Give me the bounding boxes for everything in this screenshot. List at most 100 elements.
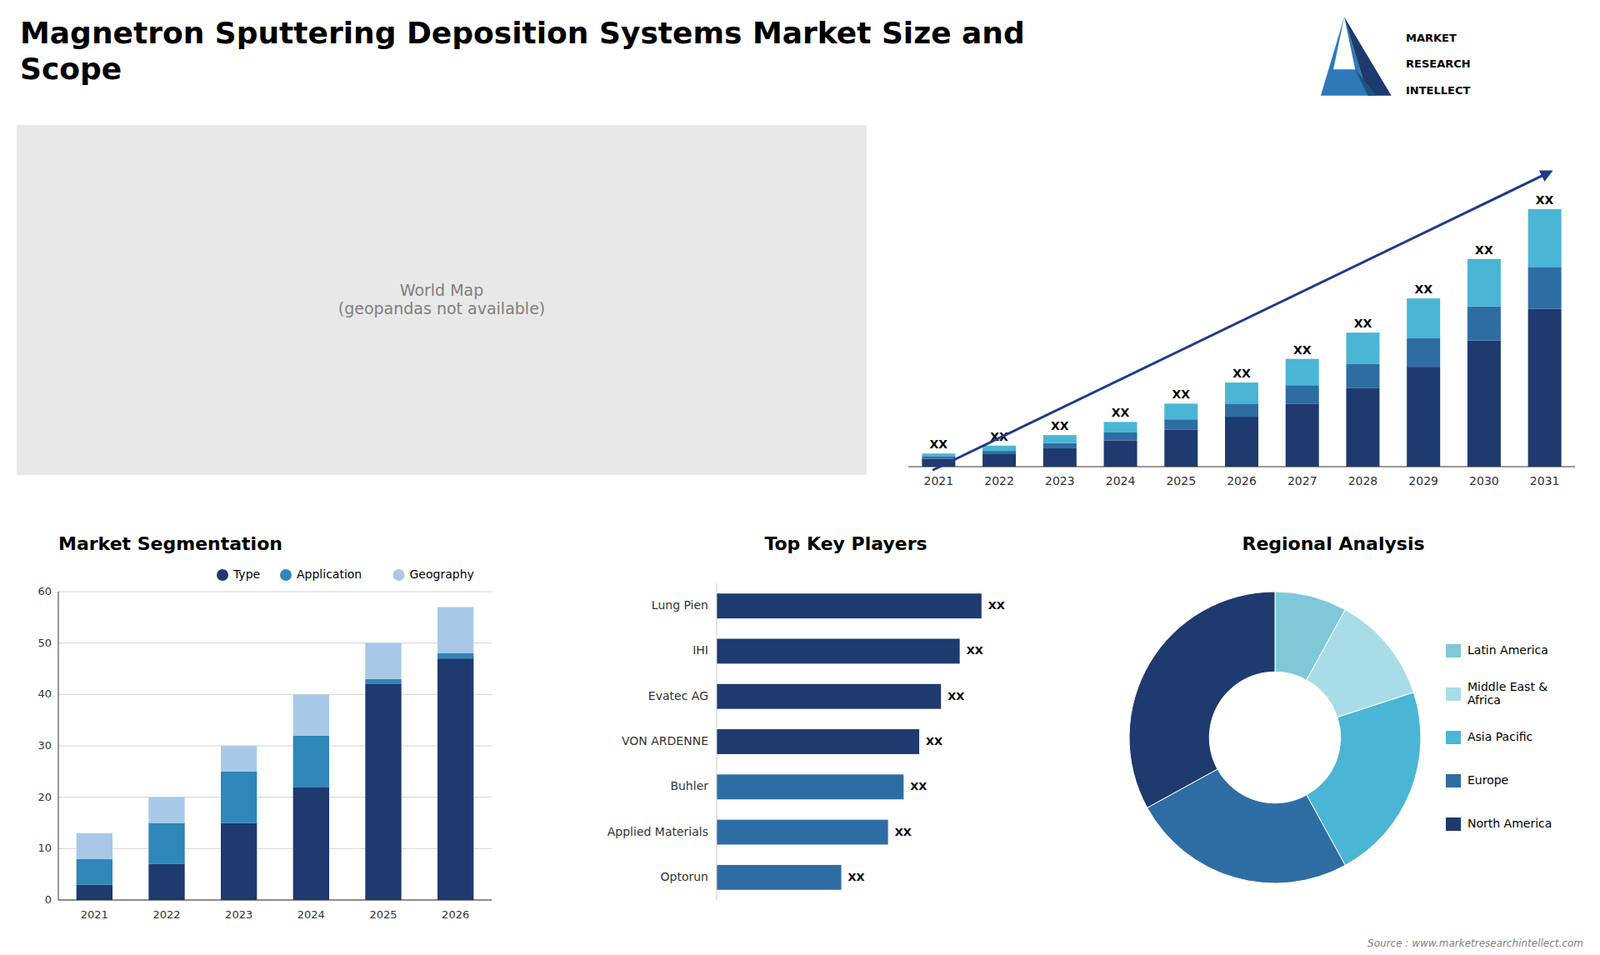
legend-label: Application [296,567,362,581]
y-tick-label-line: 60 [37,585,52,598]
data-label: XX [1293,343,1312,357]
title-line: Magnetron Sputtering Deposition Systems … [20,15,1025,50]
donut-slice [1129,591,1275,808]
chart-title-line: Regional Analysis [1241,533,1425,555]
legend-label-line: Application [296,567,362,581]
x-tick-label-line: 2024 [297,908,325,921]
bar-segment [76,833,113,860]
logo-text-line: INTELLECT [1405,83,1470,96]
x-tick-label-line: 2023 [225,908,253,921]
bar-segment [220,745,257,772]
legend-label-line: Asia Pacific [1467,730,1533,744]
data-label-line: XX [930,437,949,451]
legend-swatch [393,569,405,581]
chart-title-line: Market Segmentation [58,533,283,555]
y-tick-label: 50 [37,635,52,649]
bar-segment [1164,403,1198,420]
x-tick-label: 2023 [1045,474,1075,488]
x-tick-label: 2021 [924,474,955,488]
bar-segment [1345,332,1380,365]
y-tick-label: 30 [37,739,52,752]
logo-shape [1355,69,1377,96]
legend-label-line: Type [232,567,260,581]
data-label-line: XX [910,780,927,793]
bar-segment [1285,359,1320,386]
bar-segment [1225,382,1259,404]
y-tick-label: Buhler [670,779,709,793]
y-tick-label: 10 [37,841,52,855]
bar-segment [76,885,113,901]
bar-segment [148,797,185,824]
bar-segment [982,450,1016,454]
data-label-line: XX [1293,343,1312,357]
data-label: XX [895,825,912,838]
bar-segment [1528,209,1562,267]
source-text-line: Source : www.marketresearchintellect.com [1367,937,1584,950]
y-tick-label-line: Lung Pien [651,598,709,612]
logo-shape [1333,16,1355,70]
grid-line [58,796,492,798]
bar-segment [921,453,955,456]
grid-line [58,848,492,850]
x-tick-label: 2026 [1226,474,1257,488]
y-tick-label: Optorun [660,870,709,884]
y-tick-label: 20 [37,790,52,803]
y-axis-line [58,591,60,900]
x-tick-label-line: 2030 [1469,474,1500,488]
legend-swatch [1445,687,1461,701]
data-label-line: XX [1475,243,1494,257]
legend-label-line: Geography [410,567,475,581]
y-tick-label: 60 [37,585,52,598]
bar-segment [982,445,1016,451]
data-label: XX [1354,316,1373,330]
data-label: XX [930,437,949,451]
data-label: XX [966,644,984,657]
grid-line [58,900,492,901]
bar-segment [293,786,330,900]
bar-segment [1104,440,1138,467]
y-tick-label-line: Applied Materials [607,825,709,839]
data-label-line: XX [1535,193,1555,207]
bar-segment [1164,419,1198,430]
data-label: XX [925,735,943,748]
bar-segment [76,859,113,885]
data-label: XX [1171,387,1190,401]
bar [716,684,941,710]
y-tick-label: 40 [37,687,52,700]
map-placeholder-text: World Map(geopandas not available) [338,280,546,318]
x-tick-label: 2024 [297,908,325,921]
y-tick-label: VON ARDENNE [621,734,709,748]
y-tick-label: IHI [692,643,709,657]
data-label-line: XX [966,644,984,657]
data-label: XX [1535,193,1555,207]
bar-segment [1467,340,1501,467]
x-tick-label: 2026 [441,908,470,921]
x-tick-label-line: 2021 [924,474,955,488]
logo-text-line: RESEARCH [1405,57,1471,70]
y-tick-label: Lung Pien [651,598,709,612]
data-label-line: XX [1414,282,1433,296]
logo-text: RESEARCH [1405,57,1471,70]
x-tick-label-line: 2026 [1226,474,1257,488]
bar-segment [1406,298,1440,338]
y-tick-label: Evatec AG [648,689,709,703]
x-tick-label-line: 2022 [984,474,1015,488]
grid-line [58,591,492,593]
y-tick-label-line: 40 [37,687,52,700]
x-tick-label-line: 2029 [1408,474,1439,488]
chart-title: Regional Analysis [1241,533,1425,555]
bar-segment [1528,266,1562,309]
data-label-line: XX [1050,419,1070,433]
legend-label-line: Europe [1467,773,1509,787]
x-tick-label: 2023 [225,908,253,921]
bar-segment [148,864,185,900]
y-tick-label-line: VON ARDENNE [621,734,709,748]
bar [716,820,889,845]
bar-segment [293,735,330,788]
data-label: XX [1050,419,1070,433]
bar-segment [1345,364,1380,388]
bar-segment [1043,435,1077,443]
legend-label: Europe [1467,773,1509,787]
legend-label: Latin America [1467,643,1549,657]
data-label-line: XX [947,689,965,702]
